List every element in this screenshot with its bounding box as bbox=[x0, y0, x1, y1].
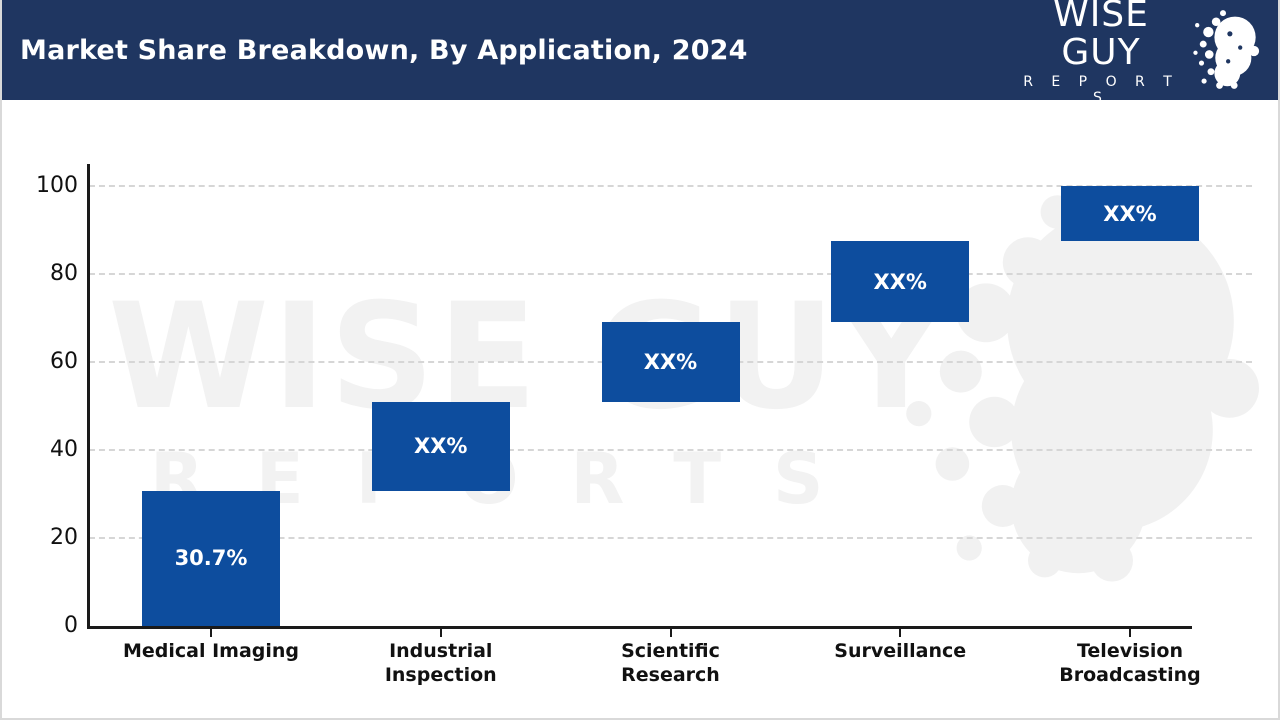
bar-television-broadcasting: XX% bbox=[1061, 186, 1199, 241]
x-tick-mark bbox=[669, 628, 672, 637]
bar-scientific-research: XX% bbox=[601, 322, 740, 402]
gridline-100 bbox=[89, 185, 1252, 187]
x-axis-line bbox=[87, 626, 1192, 629]
x-tick-mark bbox=[439, 628, 442, 637]
page-title: Market Share Breakdown, By Application, … bbox=[20, 34, 748, 66]
x-tick-mark bbox=[899, 628, 902, 637]
bar-value-label: XX% bbox=[414, 434, 468, 459]
bar-value-label: 30.7% bbox=[174, 546, 248, 571]
gridline-20 bbox=[89, 537, 1252, 539]
gridline-80 bbox=[89, 273, 1252, 275]
watermark-wiseguy-text: WISE GUY bbox=[108, 272, 948, 442]
category-label: Surveillance bbox=[834, 640, 967, 662]
category-label: Television Broadcasting bbox=[1059, 640, 1201, 686]
category-label: Industrial Inspection bbox=[384, 640, 497, 686]
wise-guy-reports-logo: WISE GUY R E P O R T S bbox=[1016, 0, 1266, 106]
bar-medical-imaging: 30.7% bbox=[142, 490, 280, 626]
header-bar: Market Share Breakdown, By Application, … bbox=[0, 0, 1280, 106]
bar-value-label: XX% bbox=[643, 349, 698, 374]
category-label: Scientific Research bbox=[621, 640, 720, 686]
y-axis-line bbox=[87, 164, 90, 628]
bar-industrial-inspection: XX% bbox=[371, 401, 510, 491]
bar-surveillance: XX% bbox=[831, 241, 970, 323]
y-tick-label: 60 bbox=[50, 349, 78, 374]
logo-head-icon bbox=[1193, 10, 1260, 89]
logo-reports-label: R E P O R T S bbox=[1023, 73, 1179, 106]
y-tick-label: 0 bbox=[64, 613, 78, 638]
y-tick-label: 40 bbox=[50, 437, 78, 462]
bar-value-label: XX% bbox=[1103, 201, 1157, 226]
x-tick-mark bbox=[1129, 628, 1131, 637]
logo-wiseguy-label: WISE GUY bbox=[1053, 0, 1149, 73]
gridline-40 bbox=[89, 449, 1252, 451]
logo-text: WISE GUY R E P O R T S bbox=[1016, 0, 1186, 106]
y-tick-label: 20 bbox=[50, 525, 78, 550]
y-tick-label: 100 bbox=[36, 173, 78, 198]
x-tick-mark bbox=[210, 628, 212, 637]
watermark-head-icon bbox=[906, 195, 1259, 582]
bar-value-label: XX% bbox=[873, 269, 927, 294]
category-label: Medical Imaging bbox=[122, 640, 300, 662]
y-tick-label: 80 bbox=[50, 261, 78, 286]
